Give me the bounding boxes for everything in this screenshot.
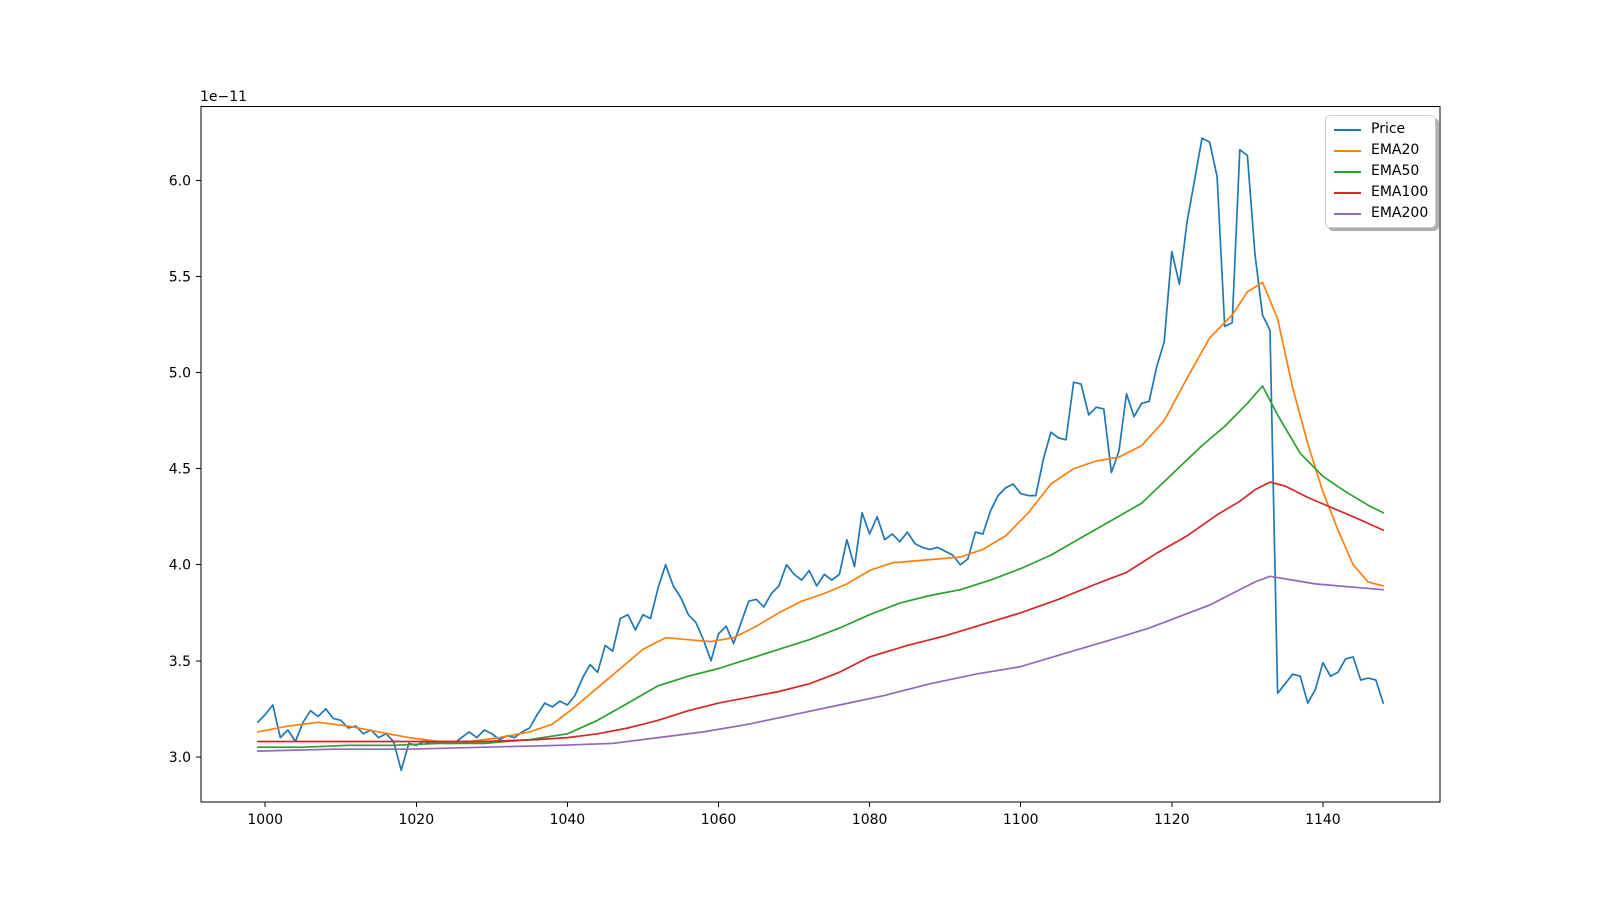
- legend-label: EMA20: [1371, 142, 1420, 158]
- x-tick-label: 1000: [247, 812, 283, 828]
- y-tick-label: 5.5: [169, 270, 191, 286]
- legend-label: EMA100: [1371, 184, 1429, 200]
- legend-label: EMA200: [1371, 205, 1429, 221]
- legend-item-ema50: EMA50: [1334, 164, 1427, 179]
- x-tick-label: 1080: [852, 812, 888, 828]
- y-tick-label: 3.0: [169, 750, 191, 766]
- legend-line-sample: [1334, 191, 1361, 194]
- axes-frame-group: [200, 106, 1441, 803]
- legend-line-sample: [1334, 149, 1361, 152]
- ema20-line: [256, 281, 1385, 743]
- legend-item-ema20: EMA20: [1334, 143, 1427, 158]
- y-ticks: 3.0 3.5 4.0 4.5 5.0 5.5 6.0: [169, 173, 201, 766]
- legend-line-sample: [1334, 212, 1361, 215]
- y-tick-label: 5.0: [169, 366, 191, 382]
- price-line: [256, 137, 1385, 772]
- legend-item-price: Price: [1334, 122, 1427, 137]
- legend: Price EMA20 EMA50 EMA100 EMA200: [1325, 115, 1436, 228]
- ema100-line: [256, 481, 1385, 743]
- legend-label: Price: [1371, 121, 1406, 137]
- legend-line-sample: [1334, 170, 1361, 173]
- y-tick-label: 3.5: [169, 654, 191, 670]
- axes-frame: [200, 106, 1441, 803]
- x-tick-label: 1140: [1305, 812, 1341, 828]
- x-tick-label: 1100: [1003, 812, 1039, 828]
- legend-item-ema100: EMA100: [1334, 184, 1429, 200]
- y-tick-label: 6.0: [169, 173, 191, 189]
- legend-item-ema200: EMA200: [1334, 205, 1429, 221]
- x-ticks: 1000 1020 1040 1060 1080 1100 1120 1140: [247, 802, 1341, 828]
- ema200-line: [256, 575, 1385, 752]
- ema50-line: [256, 385, 1385, 749]
- series-lines: [256, 137, 1385, 772]
- x-tick-label: 1060: [701, 812, 737, 828]
- x-tick-label: 1020: [398, 812, 434, 828]
- y-axis-offset-label: 1e−11: [200, 89, 248, 105]
- legend-line-sample: [1334, 128, 1361, 131]
- x-tick-label: 1120: [1154, 812, 1190, 828]
- x-tick-label: 1040: [550, 812, 586, 828]
- y-tick-label: 4.5: [169, 462, 191, 478]
- y-tick-label: 4.0: [169, 558, 191, 574]
- legend-label: EMA50: [1371, 163, 1420, 179]
